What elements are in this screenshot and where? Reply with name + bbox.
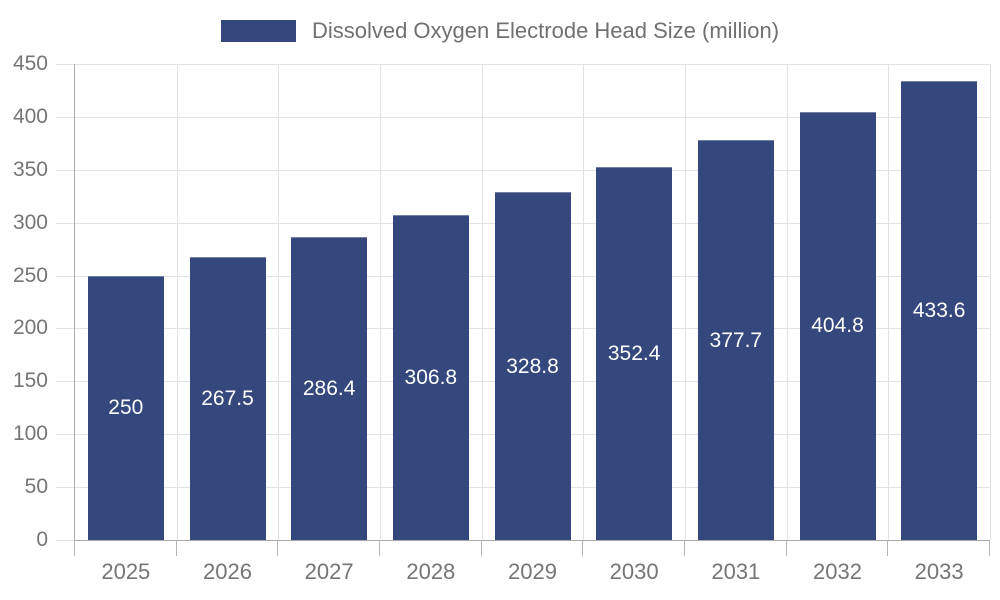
y-axis-line	[74, 64, 75, 540]
y-tick-label: 400	[12, 104, 48, 128]
v-gridline	[786, 64, 788, 540]
bar: 250	[87, 275, 164, 540]
x-axis-tick	[175, 541, 177, 556]
x-axis-tick	[379, 541, 380, 556]
bar-value-label: 352.4	[607, 342, 661, 366]
x-tick-label: 2027	[304, 559, 354, 584]
y-tick-label: 0	[36, 528, 48, 551]
x-tick-label: 2026	[203, 559, 252, 584]
x-axis-tick	[785, 541, 787, 556]
v-gridline	[481, 64, 483, 540]
x-axis-tick	[989, 541, 990, 556]
y-tick-label: 150	[12, 369, 48, 393]
bar-value-label: 286.4	[302, 377, 356, 401]
y-tick-label: 250	[12, 263, 48, 287]
bar: 286.4	[291, 237, 368, 540]
y-axis-tick	[56, 169, 74, 171]
bar: 306.8	[392, 215, 469, 540]
y-tick-label: 200	[12, 316, 48, 340]
legend-item[interactable]: Dissolved Oxygen Electrode Head Size (mi…	[220, 18, 780, 44]
y-axis-tick	[56, 116, 74, 118]
bar-value-label: 377.7	[709, 328, 763, 352]
x-tick-label: 2032	[813, 559, 862, 584]
x-axis-tick	[74, 541, 75, 556]
bar: 352.4	[596, 167, 673, 540]
x-tick-label: 2030	[609, 559, 659, 584]
y-tick-label: 350	[12, 157, 48, 181]
x-axis-tick	[887, 541, 889, 556]
y-tick-label: 300	[12, 210, 48, 234]
legend-swatch	[220, 20, 296, 42]
v-gridline	[990, 64, 991, 540]
bar: 404.8	[799, 111, 876, 540]
x-tick-label: 2029	[508, 559, 557, 584]
y-axis-tick	[56, 487, 74, 489]
y-axis-tick	[56, 434, 74, 436]
h-gridline	[75, 64, 990, 65]
bar: 328.8	[494, 192, 571, 540]
bar-value-label: 404.8	[811, 314, 864, 338]
bar: 267.5	[189, 257, 266, 540]
bar-value-label: 306.8	[404, 366, 458, 390]
v-gridline	[176, 64, 178, 540]
v-gridline	[583, 64, 585, 540]
bar-value-label: 433.6	[912, 299, 966, 323]
v-gridline	[278, 64, 280, 540]
v-gridline	[380, 64, 381, 540]
h-gridline	[75, 116, 990, 118]
bar: 377.7	[697, 140, 774, 540]
y-axis-tick	[56, 64, 74, 65]
y-axis-tick	[56, 275, 74, 277]
x-axis-tick	[277, 541, 279, 556]
legend: Dissolved Oxygen Electrode Head Size (mi…	[0, 18, 1000, 44]
x-axis-line	[74, 540, 990, 541]
bar: 433.6	[901, 81, 978, 540]
y-axis-tick	[56, 381, 74, 383]
bar-value-label: 250	[108, 396, 144, 420]
v-gridline	[685, 64, 686, 540]
x-tick-label: 2031	[711, 559, 761, 584]
x-tick-label: 2033	[914, 559, 964, 584]
legend-label: Dissolved Oxygen Electrode Head Size (mi…	[311, 18, 780, 43]
v-gridline	[888, 64, 890, 540]
y-tick-label: 100	[12, 422, 48, 446]
x-axis-tick	[684, 541, 685, 556]
bar-value-label: 328.8	[506, 354, 559, 378]
x-tick-label: 2025	[101, 559, 151, 584]
x-tick-label: 2028	[406, 559, 456, 584]
bar-value-label: 267.5	[201, 387, 254, 410]
y-axis-tick	[56, 540, 74, 541]
x-axis-tick	[480, 541, 482, 556]
h-gridline	[75, 169, 990, 171]
x-axis-tick	[582, 541, 584, 556]
y-axis-tick	[56, 328, 74, 330]
y-axis-tick	[56, 222, 74, 224]
y-tick-label: 50	[24, 475, 48, 499]
y-tick-label: 450	[12, 52, 48, 75]
